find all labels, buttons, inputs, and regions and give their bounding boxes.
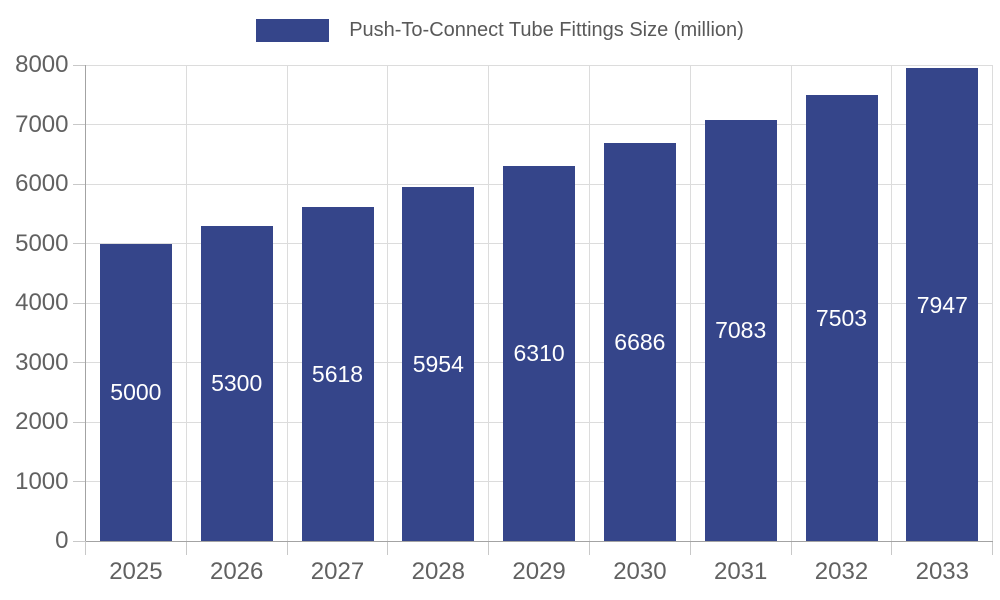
x-axis-tick-label: 2032 (814, 558, 869, 585)
x-axis-tick-label: 2029 (512, 558, 566, 585)
gridline-horizontal (85, 124, 993, 125)
y-axis-tick-label: 2000 (15, 408, 69, 435)
y-axis-tick (72, 481, 86, 482)
bar-2030[interactable] (603, 143, 676, 541)
x-axis-tick (891, 541, 893, 555)
bar-2033[interactable] (906, 68, 979, 541)
legend-swatch (256, 18, 330, 42)
y-axis-tick (72, 124, 86, 125)
gridline-vertical (488, 65, 490, 541)
bar-2025[interactable] (99, 243, 172, 541)
y-axis-line (85, 65, 86, 541)
y-axis-tick (72, 362, 86, 363)
y-axis-tick (72, 183, 86, 185)
y-axis-tick-label: 5000 (15, 229, 69, 257)
y-axis-tick-label: 3000 (15, 348, 69, 376)
gridline-vertical (589, 65, 590, 541)
bar-2026[interactable] (200, 225, 273, 541)
x-axis-tick-label: 2031 (713, 558, 768, 585)
gridline-vertical (387, 65, 389, 541)
chart-legend[interactable]: Push-To-Connect Tube Fittings Size (mill… (0, 16, 1000, 44)
x-axis-tick (85, 541, 86, 555)
bar-2032[interactable] (805, 94, 878, 541)
y-axis-tick (72, 243, 86, 244)
bar-value-label: 5300 (211, 370, 263, 397)
bar-value-label: 6686 (614, 329, 666, 356)
x-axis-tick (790, 541, 792, 555)
gridline-vertical (790, 65, 792, 541)
bar-value-label: 5000 (110, 379, 162, 406)
bar-value-label: 6310 (513, 340, 565, 367)
x-axis-tick-label: 2030 (613, 558, 667, 585)
x-axis-tick (286, 541, 288, 555)
bar-2027[interactable] (301, 206, 374, 541)
y-axis-tick (72, 64, 86, 66)
bar-2028[interactable] (402, 186, 475, 541)
gridline-vertical (992, 65, 994, 541)
y-axis-tick-label: 0 (55, 527, 69, 554)
y-axis-tick-label: 7000 (15, 110, 69, 138)
gridline-vertical (286, 65, 288, 541)
y-axis-tick (72, 540, 86, 542)
x-axis-tick (589, 541, 590, 555)
x-axis-tick-label: 2025 (109, 558, 163, 585)
bar-value-label: 7947 (916, 291, 968, 318)
bar-value-label: 7503 (815, 304, 868, 331)
x-axis-tick-label: 2027 (310, 558, 365, 585)
gridline-vertical (891, 65, 893, 541)
bar-2031[interactable] (704, 119, 777, 541)
y-axis-tick-label: 8000 (15, 51, 69, 78)
gridline-horizontal (85, 64, 993, 66)
x-axis-tick-label: 2026 (209, 558, 264, 585)
y-axis-tick-label: 6000 (15, 170, 69, 197)
bar-value-label: 5954 (412, 350, 464, 377)
x-axis-tick (689, 541, 691, 555)
x-axis-tick-label: 2033 (915, 558, 969, 585)
y-axis-tick (72, 302, 86, 304)
legend-label: Push-To-Connect Tube Fittings Size (mill… (349, 18, 744, 41)
bar-value-label: 7083 (715, 317, 767, 344)
x-axis-tick (992, 541, 994, 555)
y-axis-tick (72, 421, 86, 423)
gridline-vertical (185, 65, 187, 541)
bar-2029[interactable] (503, 165, 576, 541)
x-axis-line (85, 540, 993, 542)
gridline-vertical (689, 65, 691, 541)
x-axis-tick-label: 2028 (411, 558, 465, 585)
x-axis-tick (185, 541, 187, 555)
y-axis-tick-label: 1000 (15, 467, 69, 495)
x-axis-tick (387, 541, 389, 555)
bar-value-label: 5618 (311, 360, 364, 387)
y-axis-tick-label: 4000 (15, 289, 69, 316)
x-axis-tick (488, 541, 490, 555)
